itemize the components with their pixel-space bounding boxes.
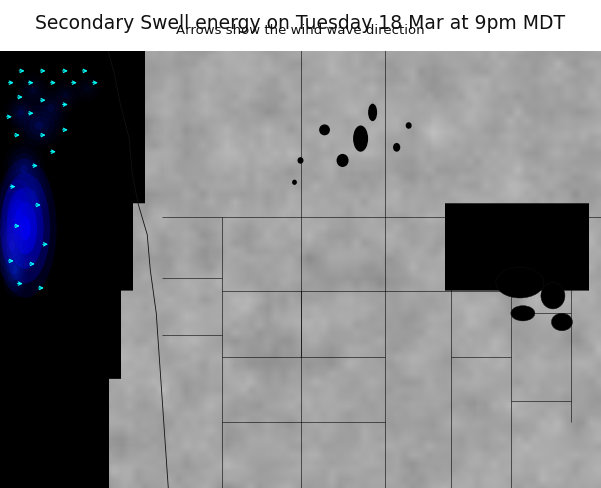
Ellipse shape <box>14 105 28 120</box>
Ellipse shape <box>19 105 60 145</box>
Ellipse shape <box>0 210 29 281</box>
Ellipse shape <box>12 153 36 185</box>
Ellipse shape <box>26 83 40 98</box>
Ellipse shape <box>81 82 94 95</box>
Ellipse shape <box>43 100 59 117</box>
Ellipse shape <box>2 179 36 255</box>
Ellipse shape <box>393 143 400 152</box>
Ellipse shape <box>26 183 40 207</box>
Ellipse shape <box>35 121 44 130</box>
Ellipse shape <box>1 173 50 284</box>
Ellipse shape <box>541 283 565 309</box>
Ellipse shape <box>13 265 17 274</box>
Ellipse shape <box>11 101 31 123</box>
Ellipse shape <box>406 122 412 129</box>
Ellipse shape <box>7 189 31 245</box>
Ellipse shape <box>20 164 28 174</box>
Ellipse shape <box>5 232 19 259</box>
Ellipse shape <box>13 202 37 255</box>
Ellipse shape <box>19 76 47 105</box>
Ellipse shape <box>552 313 573 331</box>
Ellipse shape <box>29 116 49 135</box>
Ellipse shape <box>496 267 544 298</box>
Ellipse shape <box>30 190 36 201</box>
Ellipse shape <box>84 85 90 91</box>
Ellipse shape <box>16 209 23 225</box>
Ellipse shape <box>63 92 69 98</box>
Ellipse shape <box>23 177 43 214</box>
Ellipse shape <box>0 159 56 298</box>
Ellipse shape <box>319 124 330 135</box>
Ellipse shape <box>353 125 368 152</box>
Ellipse shape <box>11 199 27 236</box>
Ellipse shape <box>47 104 55 112</box>
Ellipse shape <box>297 157 304 163</box>
Ellipse shape <box>292 180 297 185</box>
Ellipse shape <box>56 84 76 105</box>
Ellipse shape <box>4 247 26 292</box>
Ellipse shape <box>10 259 20 280</box>
Ellipse shape <box>7 187 44 269</box>
Ellipse shape <box>34 90 68 126</box>
Ellipse shape <box>511 305 535 321</box>
Text: Secondary Swell energy on Tuesday 18 Mar at 9pm MDT: Secondary Swell energy on Tuesday 18 Mar… <box>35 14 566 33</box>
Ellipse shape <box>59 88 73 102</box>
Ellipse shape <box>7 147 41 191</box>
Ellipse shape <box>1 242 29 298</box>
Ellipse shape <box>7 97 35 127</box>
Ellipse shape <box>77 79 97 98</box>
Ellipse shape <box>18 109 24 116</box>
Ellipse shape <box>7 253 23 286</box>
Ellipse shape <box>0 169 40 265</box>
Ellipse shape <box>9 240 15 252</box>
Ellipse shape <box>30 87 36 94</box>
Text: Arrows show the wind wave direction: Arrows show the wind wave direction <box>176 24 425 37</box>
Ellipse shape <box>23 80 43 102</box>
Ellipse shape <box>16 159 32 180</box>
Ellipse shape <box>337 154 349 167</box>
Ellipse shape <box>39 95 63 122</box>
Ellipse shape <box>19 170 47 221</box>
Ellipse shape <box>0 218 26 274</box>
Ellipse shape <box>20 216 31 240</box>
Ellipse shape <box>24 111 55 141</box>
Ellipse shape <box>2 225 22 266</box>
Ellipse shape <box>368 103 377 121</box>
